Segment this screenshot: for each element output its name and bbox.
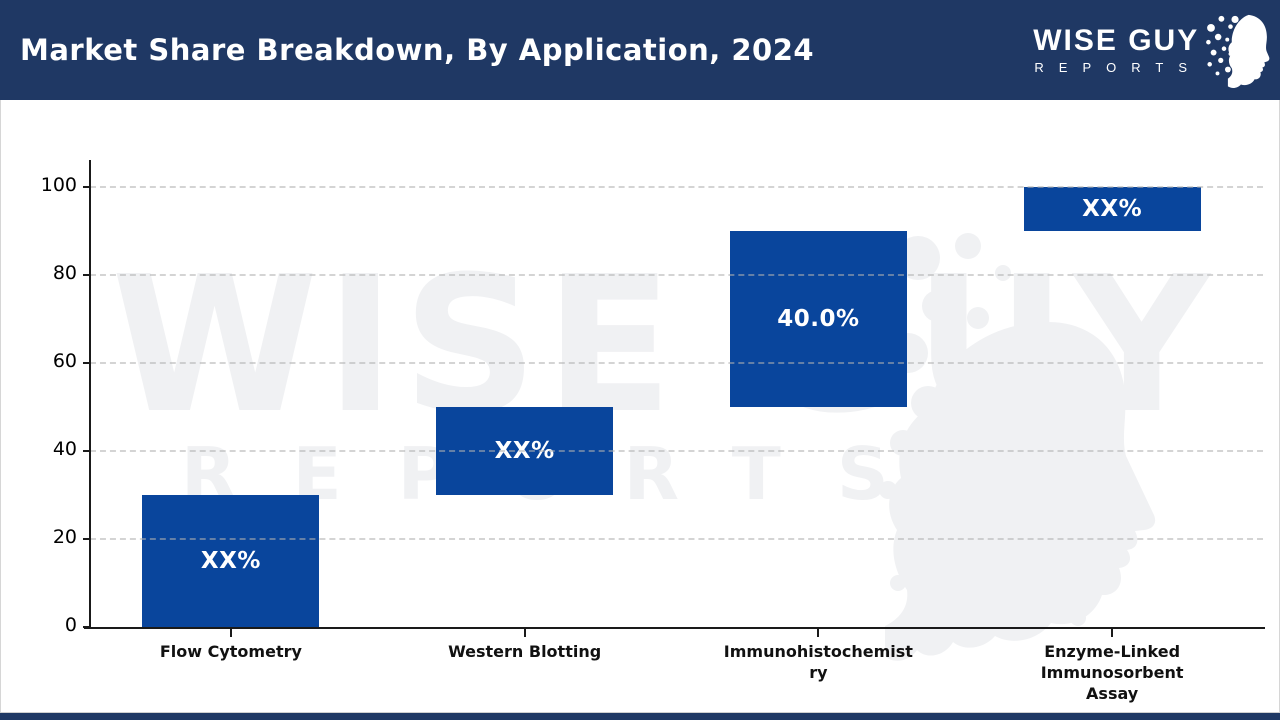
y-tick-20	[83, 538, 90, 540]
bar-immunohistochemistry: 40.0%	[729, 231, 907, 407]
y-axis-line	[89, 160, 91, 629]
y-tick-label-20: 20	[52, 526, 77, 548]
category-label-flow-cytometry: Flow Cytometry	[101, 641, 361, 662]
category-label-line: Western Blotting	[448, 642, 602, 661]
bar-enzyme-linked-immunosorbent-assay: XX%	[1023, 187, 1201, 231]
category-label-line: ry	[809, 663, 828, 682]
y-tick-60	[83, 362, 90, 364]
footer-bar	[0, 712, 1280, 720]
x-tick-flow-cytometry	[229, 629, 232, 637]
category-label-enzyme-linked-immunosorbent-assay: Enzyme-Linked Immunosorbent Assay	[982, 641, 1242, 704]
gridline-100	[90, 186, 1263, 188]
gridline-40	[90, 450, 1263, 452]
logo-text: WISE GUY REPORTS	[1030, 25, 1202, 75]
y-tick-80	[83, 274, 90, 276]
bar-flow-cytometry: XX%	[142, 495, 320, 627]
y-tick-label-100: 100	[40, 174, 77, 196]
category-label-line: Enzyme-Linked	[1044, 642, 1181, 661]
bar-value-label: 40.0%	[777, 306, 860, 332]
y-tick-label-80: 80	[52, 262, 77, 284]
y-tick-100	[83, 186, 90, 188]
category-label-western-blotting: Western Blotting	[395, 641, 655, 662]
logo-reports: REPORTS	[1034, 59, 1202, 75]
gridline-60	[90, 362, 1263, 364]
category-label-immunohistochemistry: Immunohistochemist ry	[688, 641, 948, 683]
logo: WISE GUY REPORTS	[1030, 10, 1270, 90]
y-tick-label-0: 0	[64, 614, 77, 636]
page-title: Market Share Breakdown, By Application, …	[20, 33, 815, 67]
x-tick-western-blotting	[523, 629, 526, 637]
logo-face-icon	[1206, 14, 1270, 88]
x-tick-immunohistochemistry	[817, 629, 820, 637]
category-label-line: Flow Cytometry	[159, 642, 302, 661]
y-tick-40	[83, 450, 90, 452]
header-bar: Market Share Breakdown, By Application, …	[0, 0, 1280, 100]
category-label-line: Immunosorbent	[1040, 663, 1184, 682]
bar-value-label: XX%	[1082, 196, 1143, 222]
plot-area: 0 20 40 60 80 100 XX% Flow Cytometry XX% Western …	[1, 100, 1279, 713]
category-label-line: Assay	[1086, 684, 1139, 703]
x-axis-line	[84, 627, 1265, 629]
category-label-line: Immunohistochemist	[723, 642, 913, 661]
gridline-20	[90, 538, 1263, 540]
y-tick-label-60: 60	[52, 350, 77, 372]
y-tick-label-40: 40	[52, 438, 77, 460]
x-tick-enzyme-linked-immunosorbent-assay	[1111, 629, 1114, 637]
gridline-80	[90, 274, 1263, 276]
logo-name: WISE GUY	[1033, 24, 1200, 58]
bar-value-label: XX%	[200, 548, 261, 574]
